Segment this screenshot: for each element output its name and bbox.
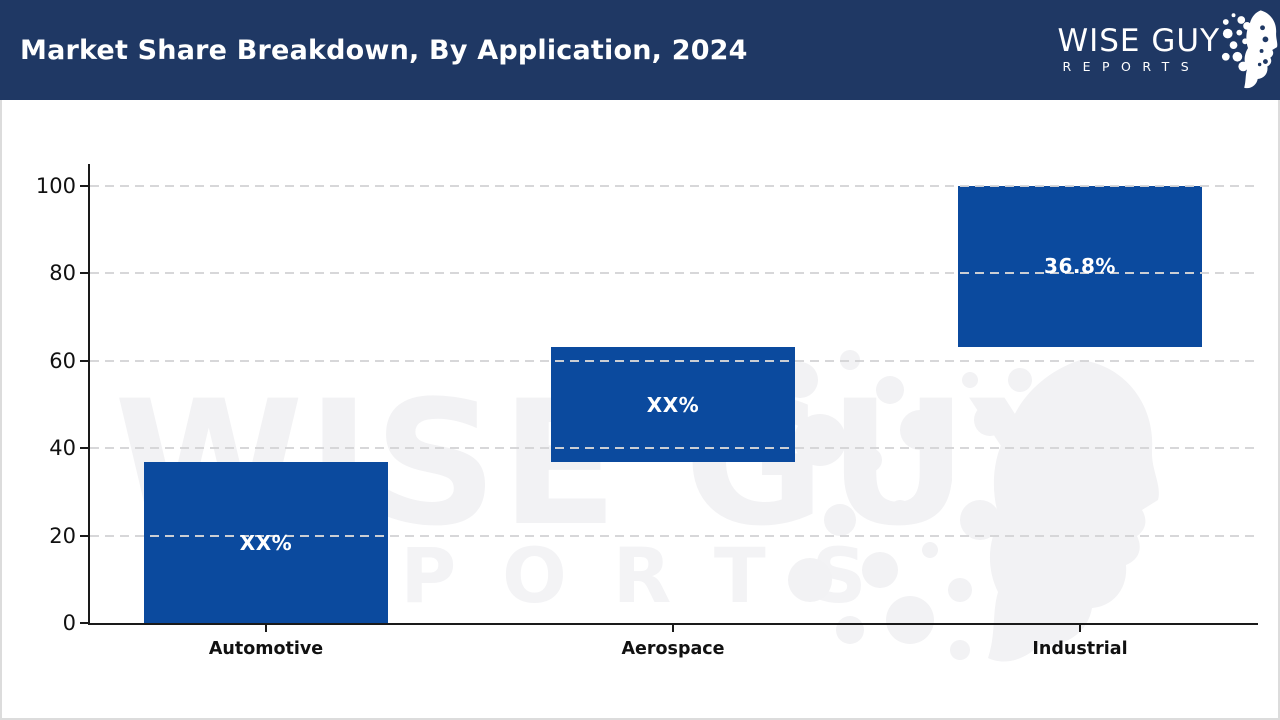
gridline <box>90 272 1258 275</box>
y-axis-line <box>88 164 90 625</box>
y-tick-label: 80 <box>49 261 76 286</box>
bar-automotive <box>144 462 388 623</box>
logo-subtext: REPORTS <box>1062 59 1201 75</box>
page-title: Market Share Breakdown, By Application, … <box>20 34 748 66</box>
watermark-face-icon <box>782 350 1159 662</box>
x-tick-mark <box>1079 623 1081 632</box>
gridline <box>90 185 1258 187</box>
y-tick-mark <box>80 447 88 450</box>
x-axis-line <box>88 623 1258 625</box>
y-tick-mark <box>80 622 88 624</box>
header: Market Share Breakdown, By Application, … <box>0 0 1280 100</box>
y-tick-label: 0 <box>62 611 76 635</box>
y-tick-label: 60 <box>49 348 76 373</box>
logo-wordmark-block: WISE GUY REPORTS <box>1057 26 1220 74</box>
y-tick-mark <box>80 534 88 537</box>
gridline <box>90 359 1258 362</box>
gridline <box>90 534 1258 537</box>
x-tick-label: Aerospace <box>621 639 725 659</box>
bar-value-label: 36.8% <box>1044 254 1116 279</box>
x-tick-label: Automotive <box>208 639 324 659</box>
chart-area: WISE GUY REPORTS 0 20 40 60 80 100 XX% Automoti… <box>0 100 1280 720</box>
y-tick-label: 20 <box>49 523 76 548</box>
bar-value-label: XX% <box>239 530 293 555</box>
gridline <box>90 447 1258 450</box>
plot: 0 20 40 60 80 100 XX% Automotive XX% Aerospace 36.… <box>2 100 1278 718</box>
logo-wordmark: WISE GUY <box>1057 23 1220 60</box>
y-tick-label: 40 <box>49 436 76 461</box>
x-tick-label: Industrial <box>1032 639 1128 659</box>
bar-aerospace <box>551 346 795 463</box>
x-tick-mark <box>265 623 267 632</box>
bar-industrial <box>958 186 1202 347</box>
y-tick-label: 100 <box>35 174 76 198</box>
wise-guy-logo: WISE GUY REPORTS <box>1057 6 1278 94</box>
y-tick-mark <box>80 272 88 275</box>
y-tick-mark <box>80 359 88 362</box>
bar-value-label: XX% <box>646 392 700 417</box>
logo-face-icon <box>1221 10 1278 89</box>
x-tick-mark <box>672 623 674 632</box>
y-tick-mark <box>80 185 88 187</box>
